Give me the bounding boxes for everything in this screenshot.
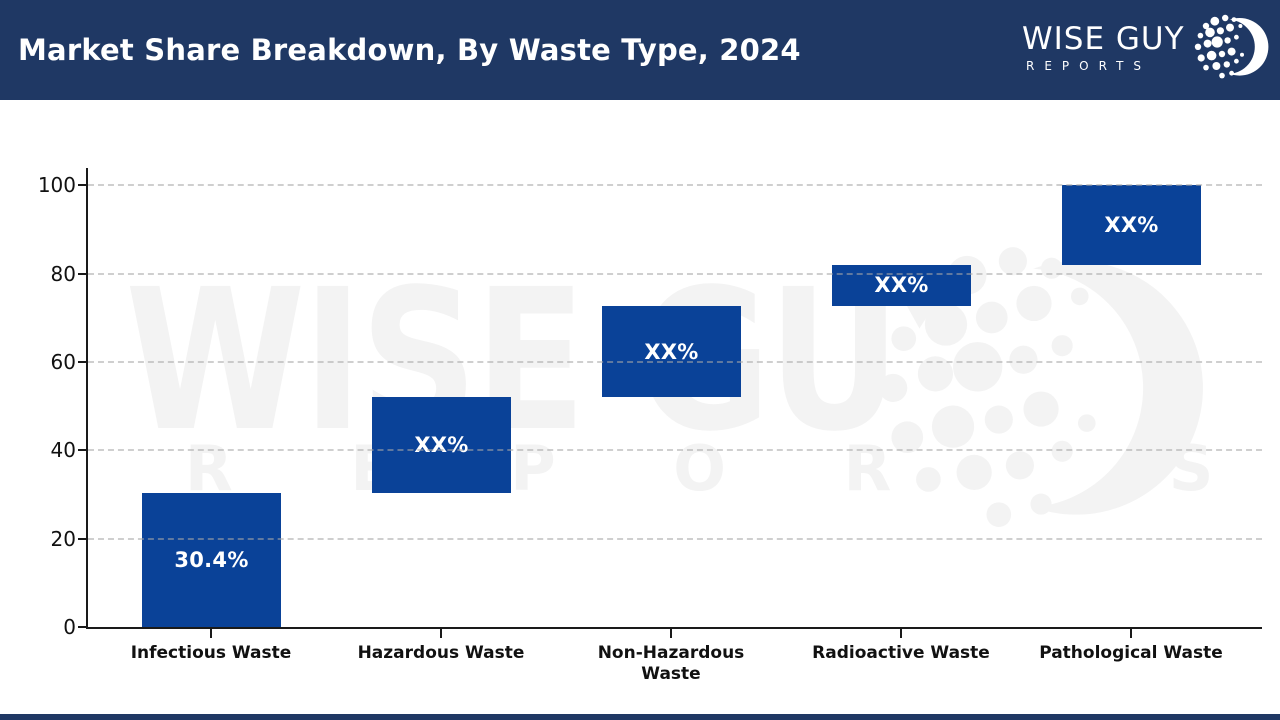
grid-line (88, 272, 1262, 275)
logo-text: WISE GUY REPORTS (1022, 21, 1185, 74)
grid-line (88, 360, 1262, 363)
grid-line (88, 184, 1262, 187)
category-label: Infectious Waste (130, 643, 292, 663)
logo-face-icon (1190, 8, 1270, 92)
bar-non-hazardous-waste: XX% (602, 305, 741, 398)
y-axis-tick (78, 449, 86, 452)
y-axis-label: 60 (50, 349, 76, 374)
y-axis-label: 100 (37, 173, 76, 198)
x-axis-tick (900, 629, 902, 638)
bar-value-label: XX% (644, 339, 699, 364)
grid-line (88, 537, 1262, 540)
y-axis-line (86, 168, 88, 629)
y-axis-label: 0 (63, 615, 76, 639)
category-label: Hazardous Waste (357, 643, 525, 663)
bar-infectious-waste: 30.4% (142, 492, 281, 627)
x-axis-tick (440, 629, 442, 638)
y-axis-tick (78, 360, 86, 363)
bar-radioactive-waste: XX% (832, 264, 971, 306)
category-label: Pathological Waste (1039, 643, 1223, 663)
bar-value-label: XX% (874, 273, 929, 298)
logo-wordmark: WISE GUY (1022, 21, 1185, 57)
bar-value-label: 30.4% (174, 547, 249, 572)
wise-guy-logo: WISE GUY REPORTS (1022, 0, 1272, 100)
y-axis-tick (78, 626, 86, 628)
y-axis-label: 20 (50, 526, 76, 551)
x-axis-line (86, 627, 1262, 629)
y-axis-tick (78, 537, 86, 540)
y-axis-label: 80 (50, 261, 76, 286)
y-axis-tick (78, 184, 86, 187)
bar-hazardous-waste: XX% (372, 397, 511, 493)
logo-subtitle: REPORTS (1026, 59, 1152, 73)
x-axis-tick (1130, 629, 1132, 638)
bar-value-label: XX% (1104, 213, 1159, 238)
chart-area: WISE GUY R E P O R T S 0 20 40 60 80 100 Infec… (0, 100, 1280, 715)
y-axis-tick (78, 272, 86, 275)
header: Market Share Breakdown, By Waste Type, 2… (0, 0, 1280, 100)
category-label: Radioactive Waste (812, 643, 990, 663)
page-title: Market Share Breakdown, By Waste Type, 2… (18, 33, 801, 67)
x-axis-tick (210, 629, 212, 638)
grid-line (88, 449, 1262, 452)
bar-pathological-waste: XX% (1062, 185, 1201, 265)
category-label: Non-Hazardous Waste (597, 643, 745, 685)
y-axis-label: 40 (50, 438, 76, 463)
waterfall-chart: 0 20 40 60 80 100 Infectious Waste Hazardous Wa… (0, 100, 1280, 714)
x-axis-tick (670, 629, 672, 638)
bar-value-label: XX% (414, 432, 469, 457)
footer-bar (0, 714, 1280, 720)
